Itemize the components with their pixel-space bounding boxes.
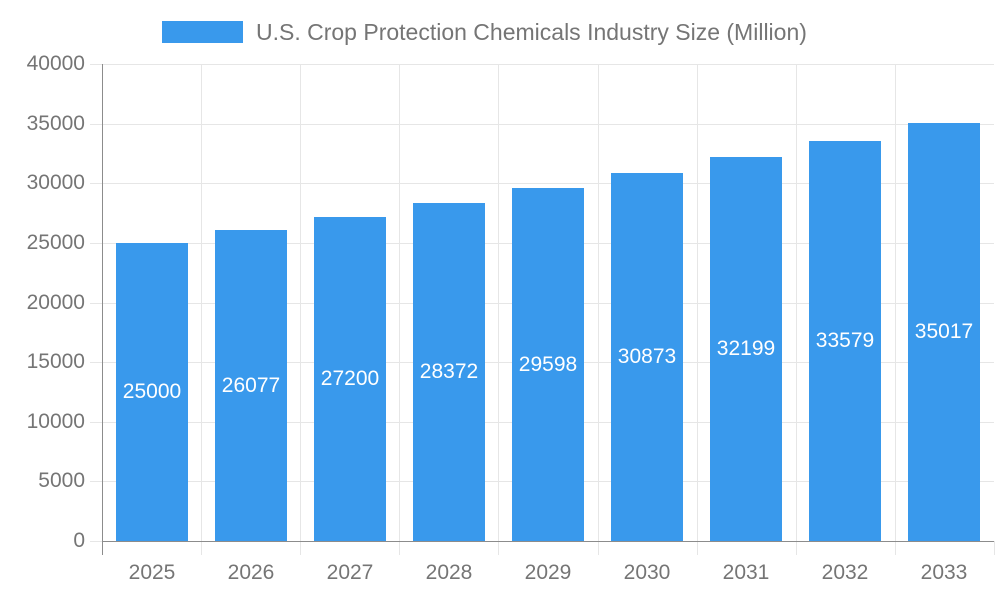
- v-gridline: [598, 64, 599, 541]
- bar-value-label: 29598: [518, 352, 578, 376]
- bar-value-label: 25000: [122, 380, 182, 403]
- x-axis-label: 2030: [623, 561, 671, 584]
- bar-value-label: 33579: [815, 329, 875, 352]
- bar: 32199: [710, 157, 782, 541]
- x-axis-tick: [300, 541, 301, 555]
- y-axis-tick-label: 30000: [26, 171, 85, 194]
- x-axis-label: 2032: [821, 561, 869, 584]
- bar: 27200: [314, 217, 386, 541]
- bar: 25000: [116, 243, 188, 541]
- x-axis-tick: [498, 541, 499, 555]
- bar-value-label: 30873: [617, 345, 677, 368]
- chart-legend: U.S. Crop Protection Chemicals Industry …: [162, 20, 807, 44]
- h-gridline: [90, 124, 994, 125]
- x-axis-label: 2033: [920, 561, 968, 584]
- bar-value-label: 27200: [320, 367, 380, 390]
- bar: 26077: [215, 230, 287, 541]
- x-axis-label: 2029: [524, 561, 572, 584]
- y-axis-tick-label: 10000: [26, 410, 85, 433]
- x-axis-label: 2027: [326, 561, 374, 584]
- x-axis-label: 2031: [722, 561, 770, 584]
- bar-value-label: 35017: [914, 320, 974, 343]
- y-axis-tick-label: 0: [73, 529, 85, 552]
- v-gridline: [697, 64, 698, 541]
- y-axis-tick-label: 5000: [38, 469, 85, 492]
- x-axis-label: 2026: [227, 561, 275, 584]
- bar: 28372: [413, 203, 485, 541]
- bar-value-label: 26077: [221, 373, 281, 397]
- x-axis-label: 2025: [128, 561, 176, 584]
- v-gridline: [895, 64, 896, 541]
- x-axis-tick: [201, 541, 202, 555]
- y-axis-tick-label: 35000: [26, 112, 85, 135]
- v-gridline: [399, 64, 400, 541]
- x-axis-tick: [697, 541, 698, 555]
- x-axis-tick: [598, 541, 599, 555]
- y-axis-line: [102, 64, 103, 555]
- chart-title: U.S. Crop Protection Chemicals Industry …: [256, 19, 807, 45]
- y-axis-tick-label: 40000: [26, 52, 85, 75]
- h-gridline: [90, 64, 994, 65]
- bar: 30873: [611, 173, 683, 541]
- y-axis-tick-label: 20000: [26, 291, 85, 314]
- v-gridline: [498, 64, 499, 541]
- y-axis-tick-label: 15000: [26, 350, 85, 373]
- x-axis-label: 2028: [425, 561, 473, 584]
- x-axis-tick: [399, 541, 400, 555]
- bar: 35017: [908, 123, 980, 541]
- x-axis-tick: [994, 541, 995, 555]
- bar-value-label: 32199: [716, 337, 776, 360]
- v-gridline: [201, 64, 202, 541]
- x-axis-tick: [796, 541, 797, 555]
- bar-value-label: 28372: [419, 360, 479, 383]
- h-gridline: [90, 183, 994, 184]
- x-axis-tick: [895, 541, 896, 555]
- y-axis-tick-label: 25000: [26, 231, 85, 254]
- legend-swatch: [162, 21, 243, 43]
- x-axis-line: [102, 541, 994, 542]
- bar: 29598: [512, 188, 584, 541]
- v-gridline: [300, 64, 301, 541]
- v-gridline: [796, 64, 797, 541]
- bar: 33579: [809, 141, 881, 541]
